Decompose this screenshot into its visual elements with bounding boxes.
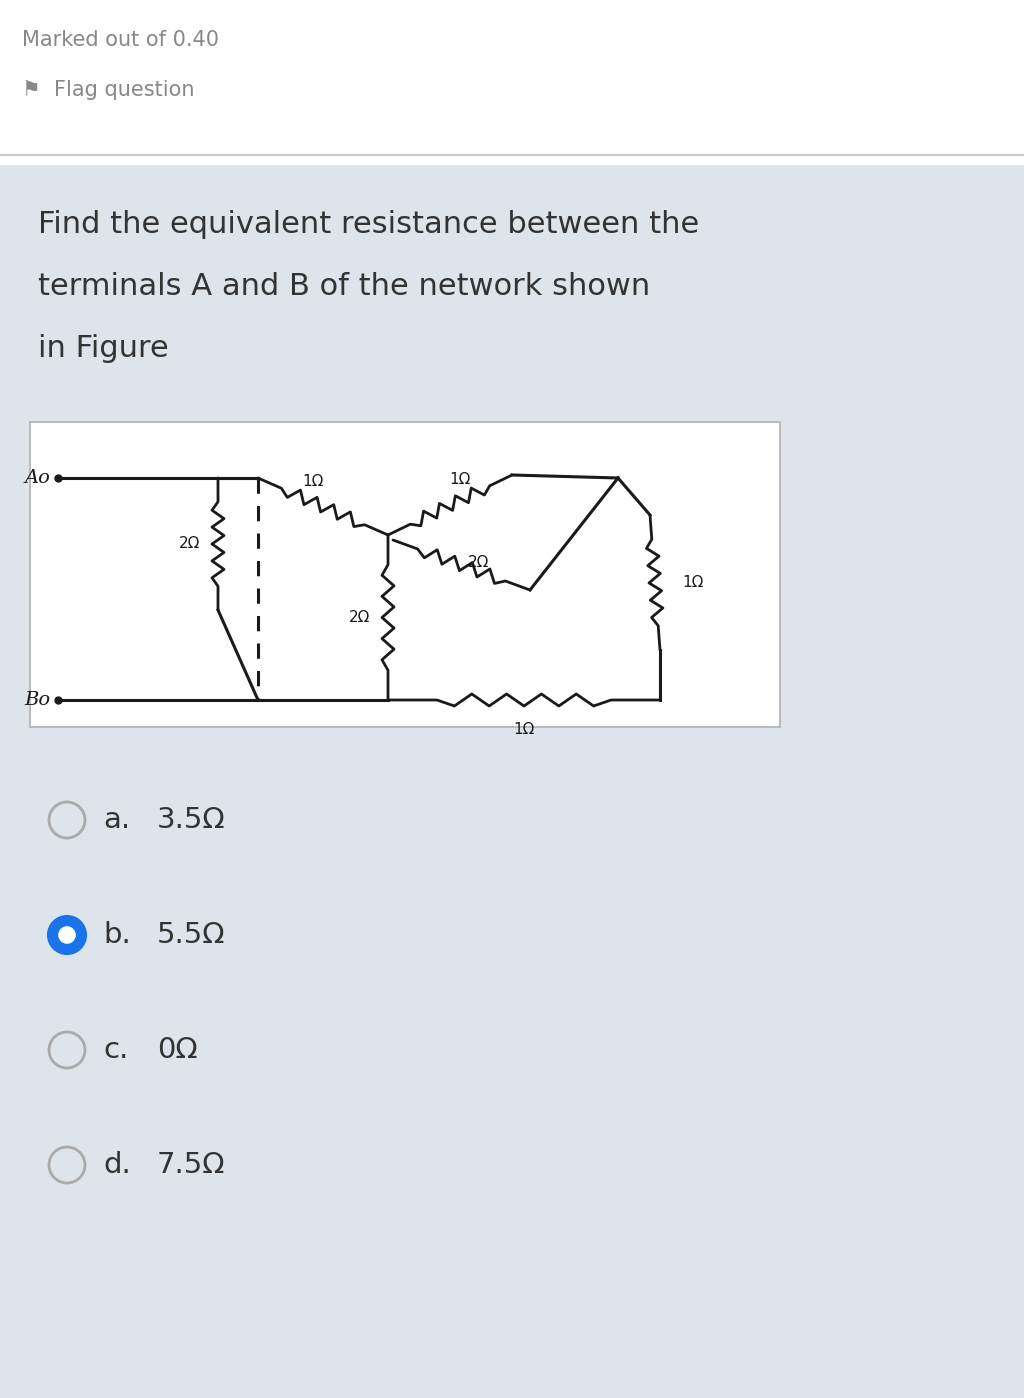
- Text: a.: a.: [103, 807, 130, 835]
- Text: Marked out of 0.40: Marked out of 0.40: [22, 29, 219, 50]
- Text: terminals A and B of the network shown: terminals A and B of the network shown: [38, 273, 650, 301]
- Circle shape: [49, 917, 85, 953]
- Text: 1Ω: 1Ω: [302, 474, 324, 488]
- FancyBboxPatch shape: [0, 0, 1024, 165]
- FancyBboxPatch shape: [30, 422, 780, 727]
- Text: Ao: Ao: [25, 468, 50, 487]
- Text: 5.5Ω: 5.5Ω: [157, 921, 225, 949]
- Text: 7.5Ω: 7.5Ω: [157, 1151, 225, 1179]
- Text: 2Ω: 2Ω: [349, 610, 371, 625]
- Text: 2Ω: 2Ω: [468, 555, 489, 570]
- Text: 0Ω: 0Ω: [157, 1036, 198, 1064]
- Text: 3.5Ω: 3.5Ω: [157, 807, 225, 835]
- Text: 1Ω: 1Ω: [450, 473, 471, 487]
- Text: in Figure: in Figure: [38, 334, 169, 363]
- Text: Bo: Bo: [24, 691, 50, 709]
- Circle shape: [59, 927, 75, 944]
- Text: 1Ω: 1Ω: [682, 575, 703, 590]
- Text: 1Ω: 1Ω: [513, 721, 535, 737]
- Text: Find the equivalent resistance between the: Find the equivalent resistance between t…: [38, 210, 699, 239]
- Text: d.: d.: [103, 1151, 131, 1179]
- FancyBboxPatch shape: [0, 165, 1024, 1398]
- Text: c.: c.: [103, 1036, 128, 1064]
- Text: ⚑  Flag question: ⚑ Flag question: [22, 80, 195, 101]
- Text: 2Ω: 2Ω: [179, 537, 201, 551]
- Text: b.: b.: [103, 921, 131, 949]
